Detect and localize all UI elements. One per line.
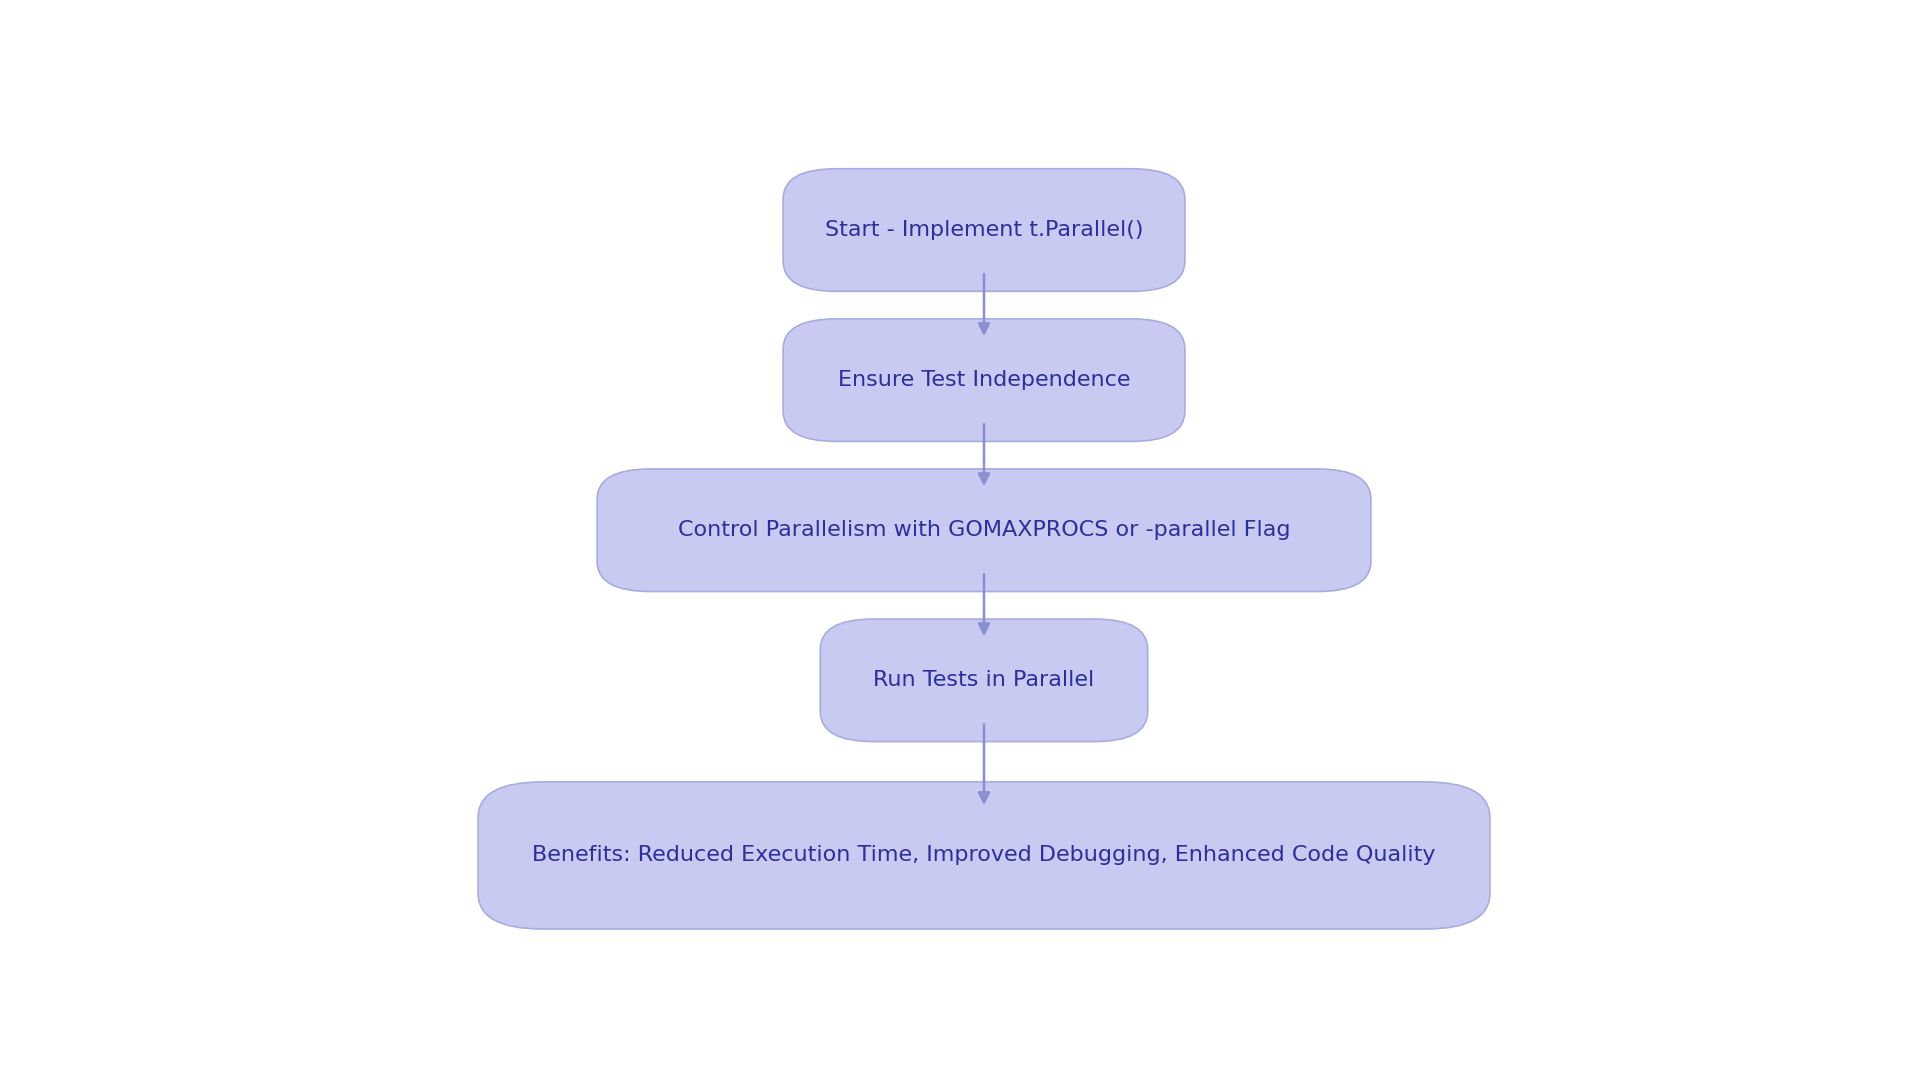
FancyBboxPatch shape	[820, 619, 1148, 742]
FancyBboxPatch shape	[597, 469, 1371, 591]
Text: Start - Implement t.Parallel(): Start - Implement t.Parallel()	[826, 220, 1142, 240]
FancyBboxPatch shape	[478, 782, 1490, 929]
FancyBboxPatch shape	[783, 318, 1185, 442]
Text: Run Tests in Parallel: Run Tests in Parallel	[874, 670, 1094, 690]
Text: Ensure Test Independence: Ensure Test Independence	[837, 370, 1131, 390]
Text: Benefits: Reduced Execution Time, Improved Debugging, Enhanced Code Quality: Benefits: Reduced Execution Time, Improv…	[532, 846, 1436, 865]
Text: Control Parallelism with GOMAXPROCS or -parallel Flag: Control Parallelism with GOMAXPROCS or -…	[678, 520, 1290, 540]
FancyBboxPatch shape	[783, 169, 1185, 291]
